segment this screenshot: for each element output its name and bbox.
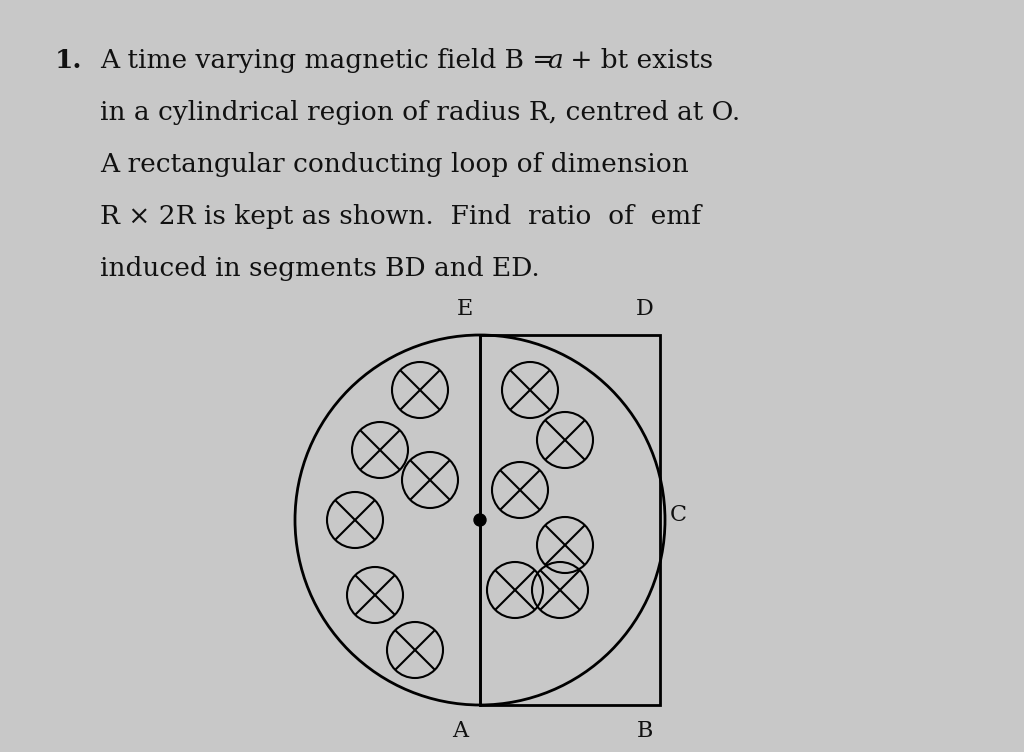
Text: B: B xyxy=(637,720,653,742)
Circle shape xyxy=(474,514,486,526)
Text: a: a xyxy=(547,48,563,73)
Text: A rectangular conducting loop of dimension: A rectangular conducting loop of dimensi… xyxy=(100,152,689,177)
Text: 1.: 1. xyxy=(55,48,83,73)
Text: E: E xyxy=(457,298,473,320)
Text: R × 2R is kept as shown.  Find  ratio  of  emf: R × 2R is kept as shown. Find ratio of e… xyxy=(100,204,701,229)
Text: D: D xyxy=(636,298,654,320)
Text: induced in segments BD and ED.: induced in segments BD and ED. xyxy=(100,256,540,281)
Text: A: A xyxy=(452,720,468,742)
Text: A time varying magnetic field B =: A time varying magnetic field B = xyxy=(100,48,563,73)
Text: in a cylindrical region of radius R, centred at O.: in a cylindrical region of radius R, cen… xyxy=(100,100,740,125)
Text: C: C xyxy=(670,504,687,526)
Text: + bt exists: + bt exists xyxy=(562,48,713,73)
Bar xyxy=(480,335,660,705)
